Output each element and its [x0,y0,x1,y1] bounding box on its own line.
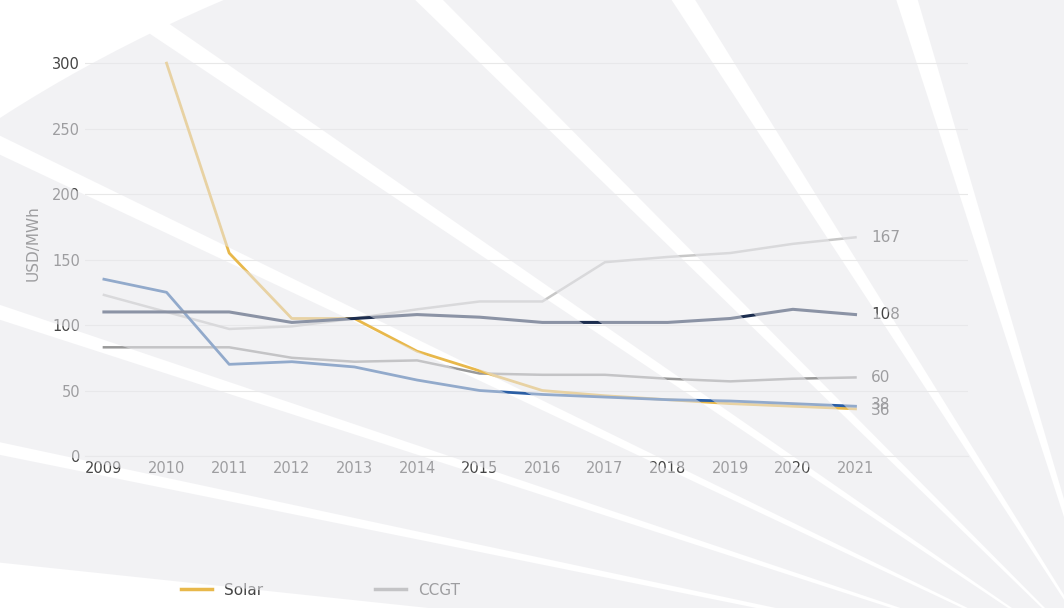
Text: 108: 108 [871,307,900,322]
Text: 60: 60 [871,370,891,385]
Text: 36: 36 [871,403,891,418]
Wedge shape [0,33,1064,608]
Y-axis label: USD/MWh: USD/MWh [26,206,41,281]
Wedge shape [0,139,1064,608]
Text: 38: 38 [871,397,891,412]
Wedge shape [620,0,1064,608]
Wedge shape [0,397,1064,608]
Wedge shape [384,0,1064,608]
Wedge shape [169,0,1064,608]
Wedge shape [871,0,1064,608]
Wedge shape [0,262,1064,608]
Text: 167: 167 [871,230,900,245]
Legend: CCGT, Coal, Nuclear: CCGT, Coal, Nuclear [376,583,477,608]
